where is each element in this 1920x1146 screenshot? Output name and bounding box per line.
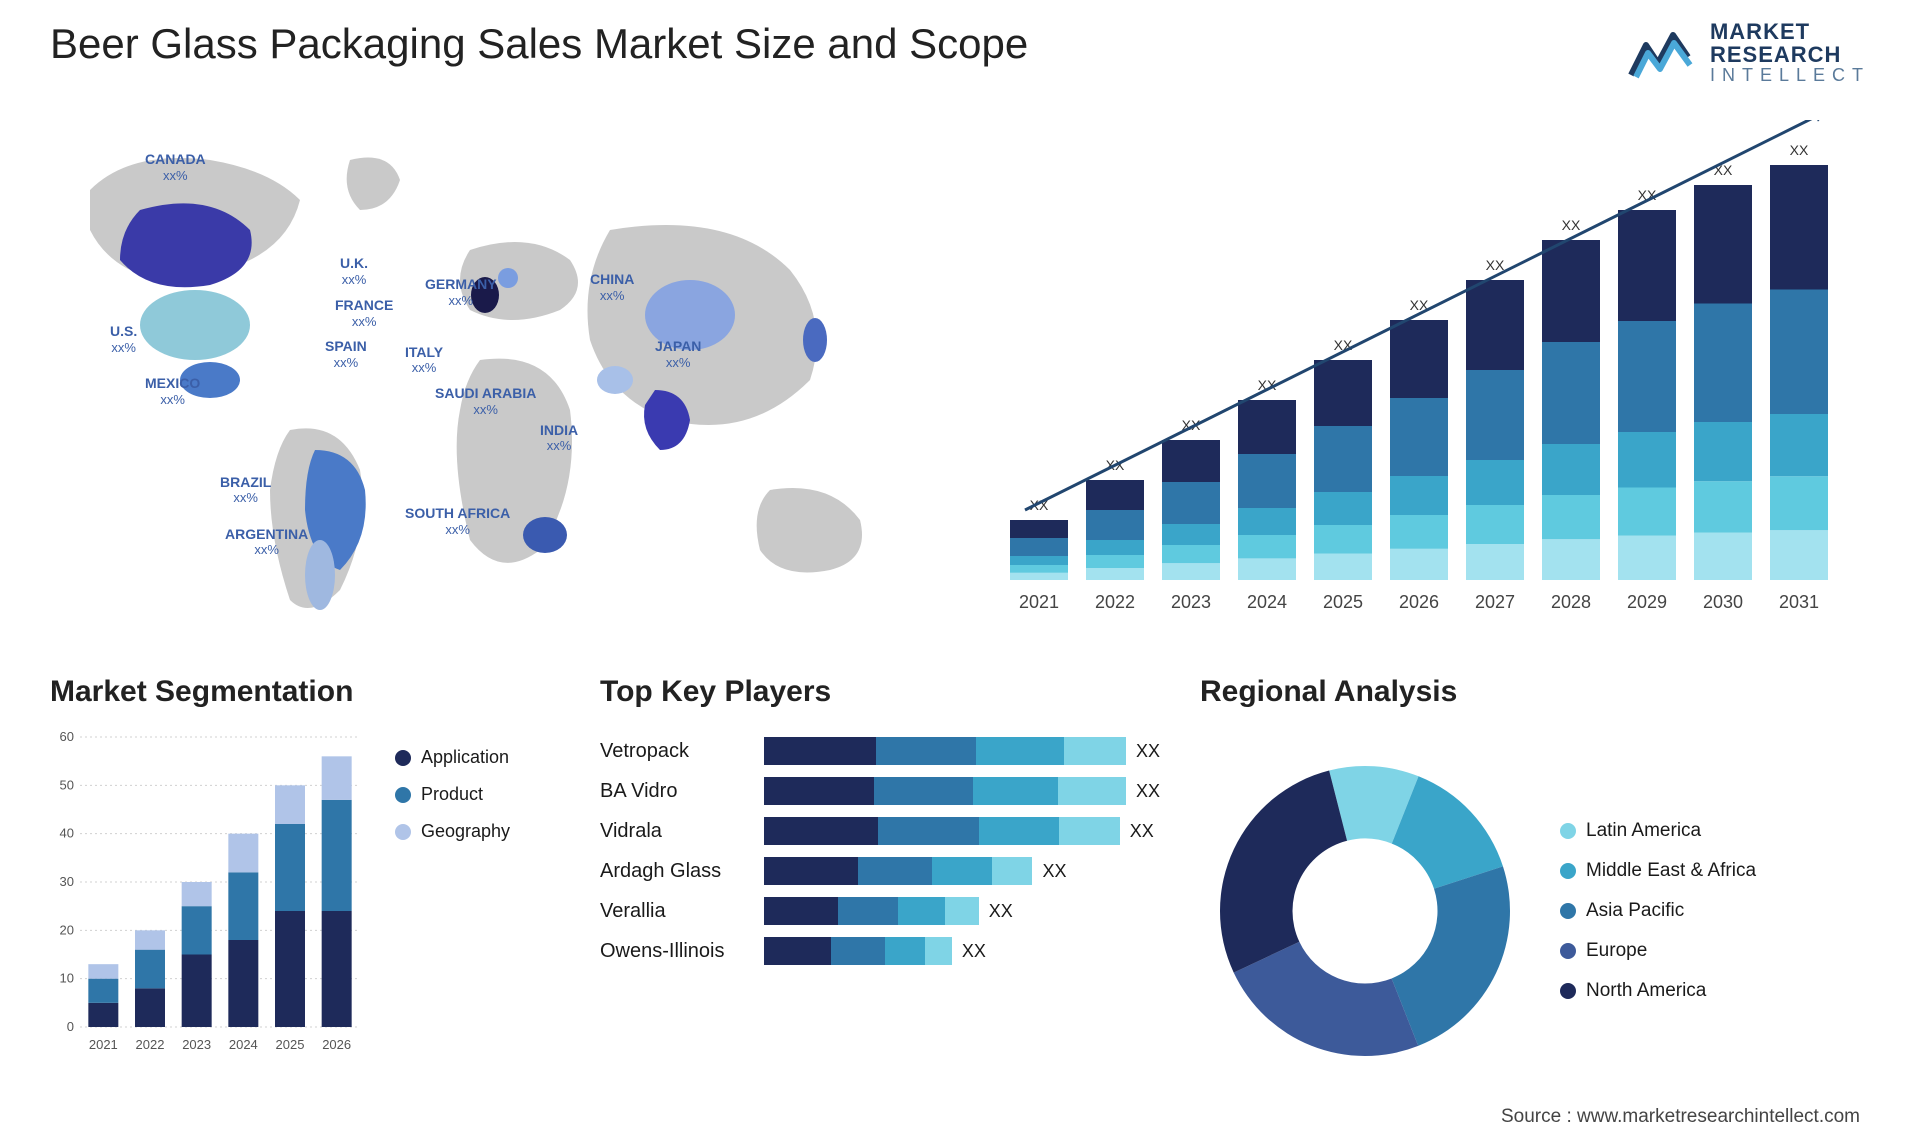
reg-legend-north-america: North America <box>1560 980 1756 1002</box>
player-name: Owens-Illinois <box>600 940 750 963</box>
title-bar: Beer Glass Packaging Sales Market Size a… <box>50 20 1870 85</box>
reg-legend-middle-east-africa: Middle East & Africa <box>1560 860 1756 882</box>
player-value: XX <box>1136 741 1160 762</box>
player-name: Vidrala <box>600 820 750 843</box>
reg-legend-latin-america: Latin America <box>1560 820 1756 842</box>
segmentation-title: Market Segmentation <box>50 675 560 709</box>
map-label-japan: JAPANxx% <box>655 338 701 370</box>
svg-text:60: 60 <box>60 729 74 744</box>
svg-text:2026: 2026 <box>1399 592 1439 612</box>
svg-text:2022: 2022 <box>1095 592 1135 612</box>
player-value: XX <box>1130 821 1154 842</box>
svg-text:2022: 2022 <box>136 1037 165 1052</box>
player-row-ba-vidro: BA Vidro XX <box>600 777 1160 805</box>
player-name: Verallia <box>600 900 750 923</box>
svg-text:XX: XX <box>1562 217 1581 233</box>
svg-text:30: 30 <box>60 874 74 889</box>
logo-text-3: INTELLECT <box>1710 66 1870 85</box>
reg-legend-asia-pacific: Asia Pacific <box>1560 900 1756 922</box>
svg-text:2026: 2026 <box>322 1037 351 1052</box>
map-label-south-africa: SOUTH AFRICAxx% <box>405 505 510 537</box>
regional-donut <box>1200 746 1530 1076</box>
svg-text:2025: 2025 <box>1323 592 1363 612</box>
player-row-owens-illinois: Owens-Illinois XX <box>600 937 1160 965</box>
player-name: Ardagh Glass <box>600 860 750 883</box>
bottom-row: Market Segmentation 0 10 20 30 40 50 60 2021 202… <box>50 675 1870 1095</box>
svg-text:2024: 2024 <box>229 1037 258 1052</box>
logo-text-1: MARKET <box>1710 20 1870 43</box>
player-value: XX <box>1042 861 1066 882</box>
svg-text:2021: 2021 <box>89 1037 118 1052</box>
players-body: VetropackXXBA VidroXXVidralaXXArdagh Gla… <box>600 727 1160 965</box>
regional-legend: Latin America Middle East & Africa Asia Pa… <box>1560 820 1756 1002</box>
svg-text:XX: XX <box>1790 142 1809 158</box>
world-map: CANADAxx% U.S.xx% MEXICOxx% BRAZILxx% ARGENT… <box>50 120 950 640</box>
top-row: CANADAxx% U.S.xx% MEXICOxx% BRAZILxx% ARGENT… <box>50 120 1870 640</box>
map-label-u-s-: U.S.xx% <box>110 323 137 355</box>
svg-text:2029: 2029 <box>1627 592 1667 612</box>
svg-text:2025: 2025 <box>276 1037 305 1052</box>
player-row-vetropack: Vetropack XX <box>600 737 1160 765</box>
map-label-spain: SPAINxx% <box>325 338 367 370</box>
map-label-brazil: BRAZILxx% <box>220 474 271 506</box>
svg-text:2024: 2024 <box>1247 592 1287 612</box>
segmentation-chart: 0 10 20 30 40 50 60 2021 2022 2023 2024 2025 2026 <box>50 727 370 1057</box>
svg-text:20: 20 <box>60 922 74 937</box>
players-title: Top Key Players <box>600 675 1160 709</box>
svg-text:2021: 2021 <box>1019 592 1059 612</box>
seg-legend-geography: Geography <box>395 821 510 842</box>
map-label-france: FRANCExx% <box>335 297 393 329</box>
source-text: Source : www.marketresearchintellect.com <box>1501 1106 1860 1128</box>
player-name: Vetropack <box>600 740 750 763</box>
regional-panel: Regional Analysis Latin America Middle Ea… <box>1200 675 1870 1095</box>
map-label-canada: CANADAxx% <box>145 151 206 183</box>
reg-legend-europe: Europe <box>1560 940 1756 962</box>
svg-text:XX: XX <box>1486 257 1505 273</box>
svg-text:2027: 2027 <box>1475 592 1515 612</box>
player-row-verallia: Verallia XX <box>600 897 1160 925</box>
brand-logo: MARKET RESEARCH INTELLECT <box>1628 20 1870 85</box>
map-label-mexico: MEXICOxx% <box>145 375 200 407</box>
seg-legend-product: Product <box>395 784 510 805</box>
svg-text:40: 40 <box>60 826 74 841</box>
main-chart-svg: XX2021XX2022XX2023XX2024XX2025XX2026XX20… <box>990 120 1870 630</box>
map-label-u-k-: U.K.xx% <box>340 255 368 287</box>
main-growth-chart: XX2021XX2022XX2023XX2024XX2025XX2026XX20… <box>990 120 1870 640</box>
segmentation-panel: Market Segmentation 0 10 20 30 40 50 60 2021 202… <box>50 675 560 1095</box>
page-title: Beer Glass Packaging Sales Market Size a… <box>50 20 1028 68</box>
player-value: XX <box>989 901 1013 922</box>
player-row-vidrala: Vidrala XX <box>600 817 1160 845</box>
logo-mark-icon <box>1628 25 1698 81</box>
svg-text:2023: 2023 <box>182 1037 211 1052</box>
logo-text-2: RESEARCH <box>1710 43 1870 66</box>
player-name: BA Vidro <box>600 780 750 803</box>
svg-text:0: 0 <box>67 1019 74 1034</box>
segmentation-legend: Application Product Geography <box>395 727 510 1057</box>
svg-text:50: 50 <box>60 777 74 792</box>
seg-legend-application: Application <box>395 747 510 768</box>
svg-text:2031: 2031 <box>1779 592 1819 612</box>
regional-title: Regional Analysis <box>1200 675 1870 709</box>
map-label-germany: GERMANYxx% <box>425 276 497 308</box>
map-label-argentina: ARGENTINAxx% <box>225 526 308 558</box>
svg-text:2023: 2023 <box>1171 592 1211 612</box>
svg-text:10: 10 <box>60 971 74 986</box>
player-value: XX <box>962 941 986 962</box>
map-label-china: CHINAxx% <box>590 271 634 303</box>
map-label-saudi-arabia: SAUDI ARABIAxx% <box>435 385 536 417</box>
map-label-india: INDIAxx% <box>540 422 578 454</box>
map-label-italy: ITALYxx% <box>405 344 443 376</box>
players-panel: Top Key Players VetropackXXBA VidroXXVid… <box>600 675 1160 1095</box>
player-row-ardagh-glass: Ardagh Glass XX <box>600 857 1160 885</box>
svg-text:2028: 2028 <box>1551 592 1591 612</box>
svg-text:2030: 2030 <box>1703 592 1743 612</box>
player-value: XX <box>1136 781 1160 802</box>
